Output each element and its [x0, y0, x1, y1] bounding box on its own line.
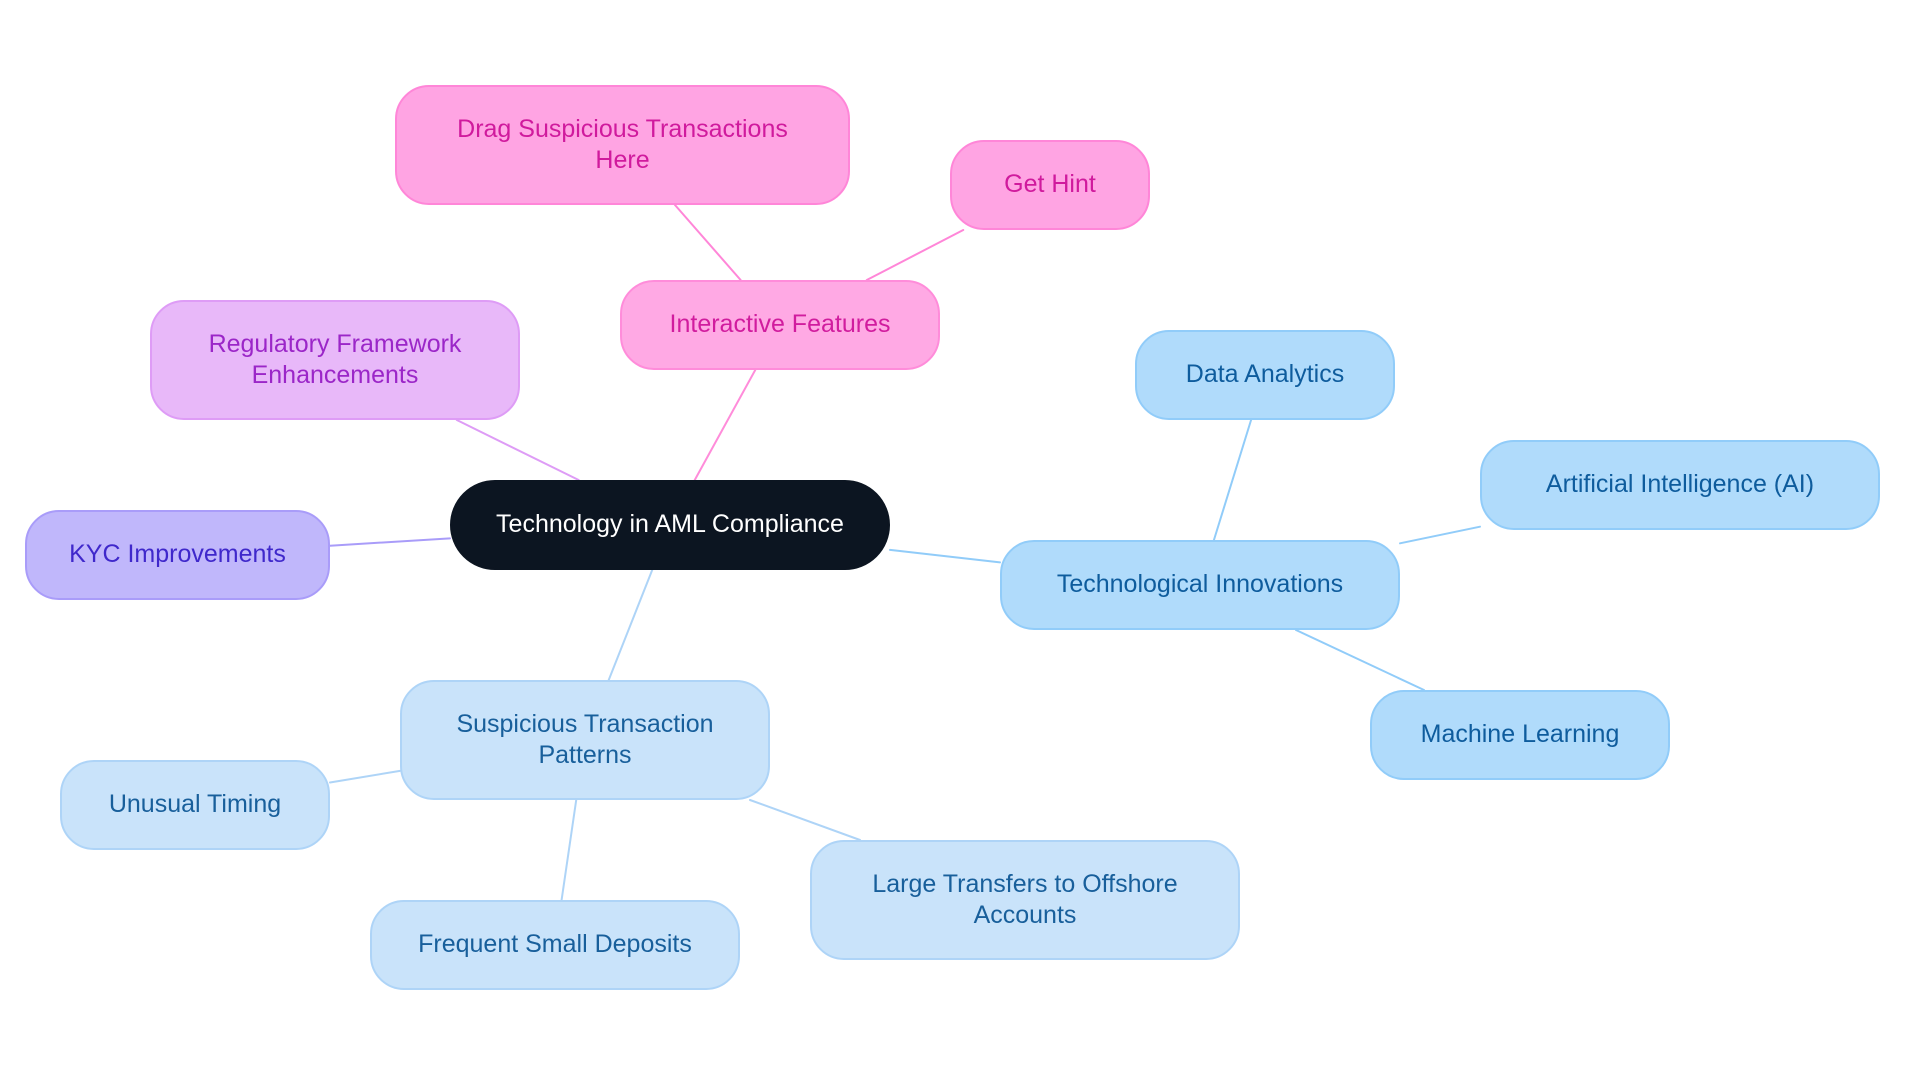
edge-suspicious-large — [750, 800, 860, 840]
node-unusual[interactable]: Unusual Timing — [60, 760, 330, 850]
node-label: Artificial Intelligence (AI) — [1546, 469, 1814, 500]
edge-tech-dataanalytics — [1214, 420, 1251, 540]
edge-suspicious-unusual — [330, 771, 400, 783]
node-ai[interactable]: Artificial Intelligence (AI) — [1480, 440, 1880, 530]
node-root[interactable]: Technology in AML Compliance — [450, 480, 890, 570]
node-tech[interactable]: Technological Innovations — [1000, 540, 1400, 630]
node-label: Suspicious Transaction Patterns — [456, 709, 713, 772]
edge-root-suspicious — [609, 570, 652, 680]
node-interactive[interactable]: Interactive Features — [620, 280, 940, 370]
node-dataanalytics[interactable]: Data Analytics — [1135, 330, 1395, 420]
edge-suspicious-frequent — [562, 800, 577, 900]
node-suspicious[interactable]: Suspicious Transaction Patterns — [400, 680, 770, 800]
node-label: Technological Innovations — [1057, 569, 1343, 600]
node-large[interactable]: Large Transfers to Offshore Accounts — [810, 840, 1240, 960]
edge-tech-ml — [1296, 630, 1424, 690]
edge-root-interactive — [695, 370, 756, 480]
node-label: Get Hint — [1004, 169, 1096, 200]
node-hint[interactable]: Get Hint — [950, 140, 1150, 230]
node-regulatory[interactable]: Regulatory Framework Enhancements — [150, 300, 520, 420]
node-label: Interactive Features — [670, 309, 891, 340]
node-label: Regulatory Framework Enhancements — [209, 329, 462, 392]
node-drag[interactable]: Drag Suspicious Transactions Here — [395, 85, 850, 205]
edge-interactive-hint — [867, 230, 963, 280]
mindmap-canvas: Technology in AML Compliance Interactive … — [0, 0, 1920, 1083]
node-label: Unusual Timing — [109, 789, 281, 820]
node-label: Data Analytics — [1186, 359, 1344, 390]
edge-root-kyc — [330, 538, 450, 545]
node-label: Frequent Small Deposits — [418, 929, 692, 960]
node-label: Drag Suspicious Transactions Here — [457, 114, 788, 177]
node-label: KYC Improvements — [69, 539, 286, 570]
edge-tech-ai — [1400, 527, 1480, 544]
node-ml[interactable]: Machine Learning — [1370, 690, 1670, 780]
node-label: Technology in AML Compliance — [496, 509, 844, 540]
node-frequent[interactable]: Frequent Small Deposits — [370, 900, 740, 990]
node-label: Machine Learning — [1421, 719, 1620, 750]
node-label: Large Transfers to Offshore Accounts — [872, 869, 1177, 932]
edge-root-regulatory — [457, 420, 579, 480]
node-kyc[interactable]: KYC Improvements — [25, 510, 330, 600]
edge-interactive-drag — [675, 205, 741, 280]
edge-root-tech — [890, 550, 1000, 562]
